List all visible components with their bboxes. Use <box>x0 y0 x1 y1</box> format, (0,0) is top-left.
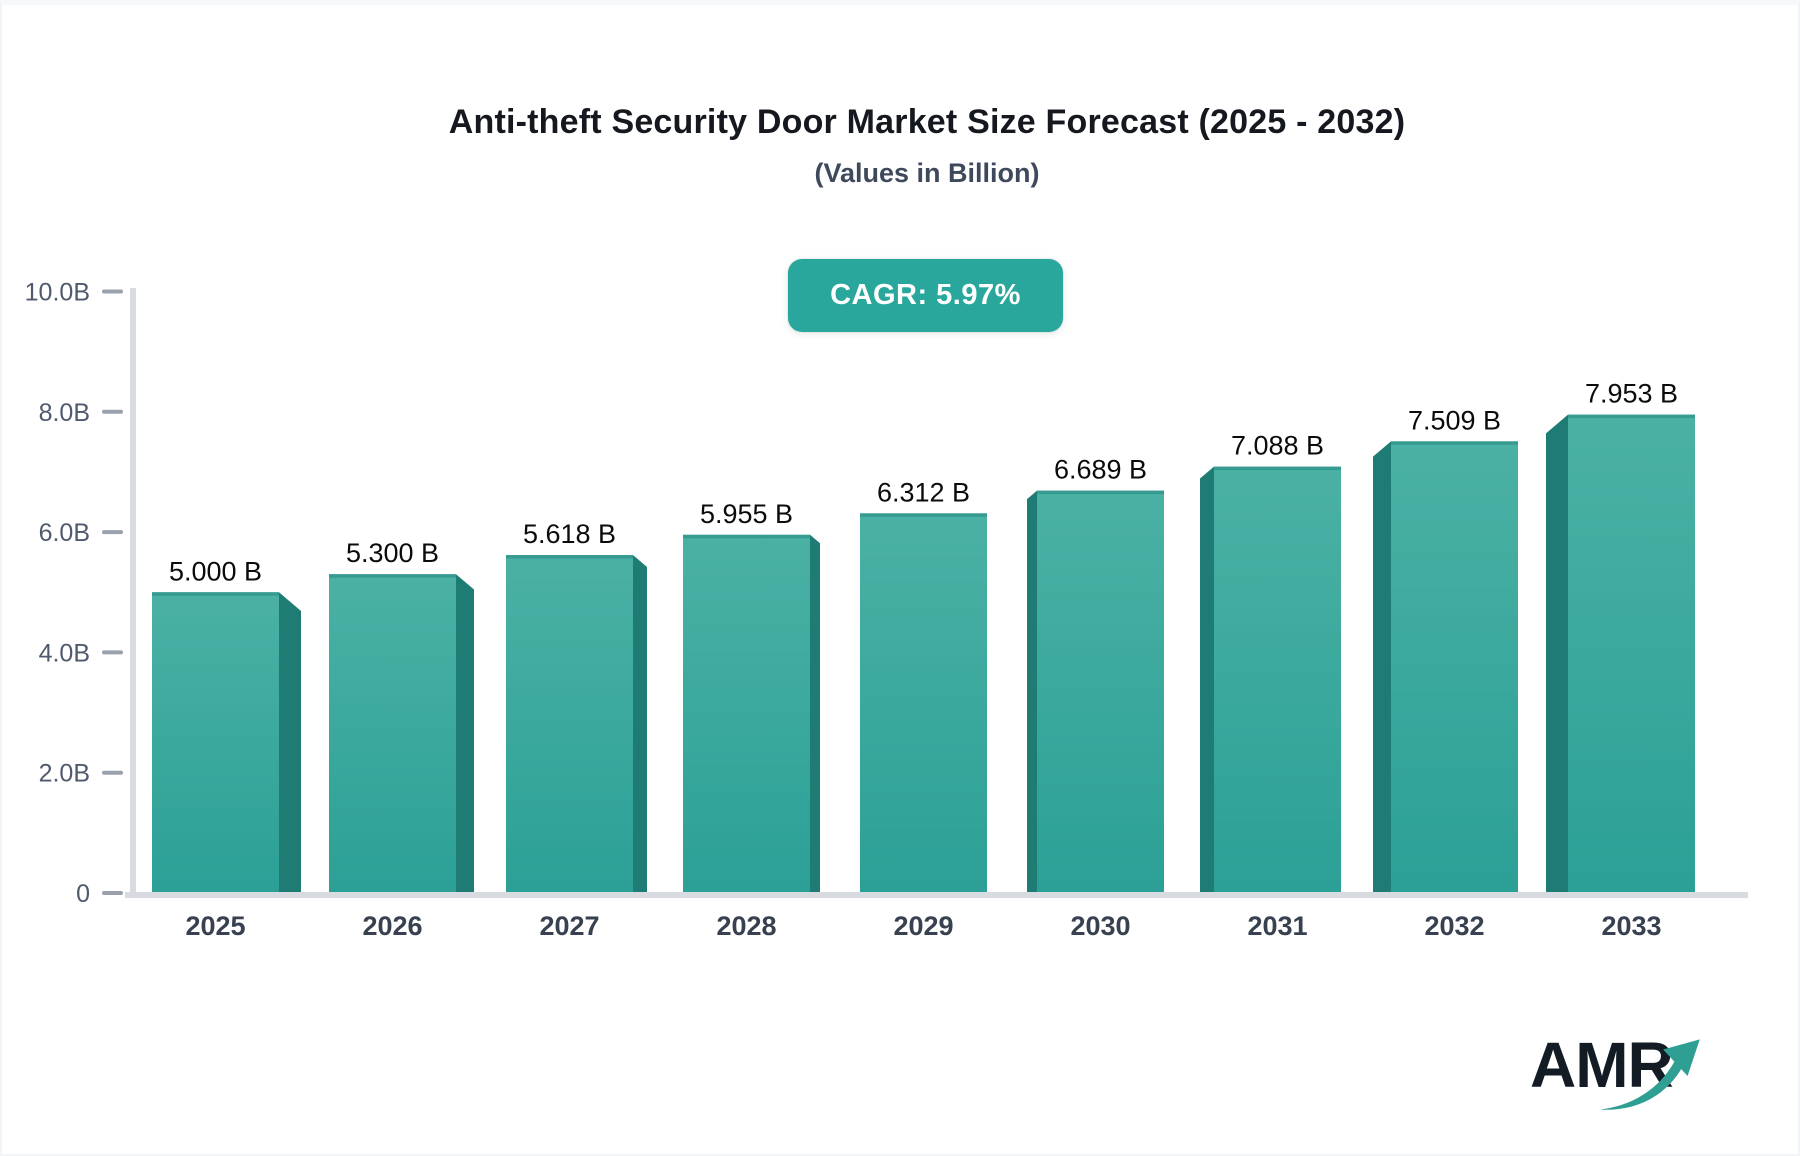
y-tick-label: 4.0B <box>39 639 90 667</box>
bar-group-2031: 7.088 B <box>1200 431 1341 896</box>
bar-group-2026: 5.300 B <box>329 538 474 896</box>
x-category-label: 2027 <box>539 911 599 941</box>
bar-side-face <box>1200 466 1214 896</box>
bar-front-face <box>1214 466 1341 896</box>
bar-value-label: 5.955 B <box>700 499 793 529</box>
bar-group-2027: 5.618 B <box>506 519 647 896</box>
bar-top-edge <box>1037 490 1164 495</box>
bar-top-edge <box>860 513 987 517</box>
bar-top-edge <box>152 592 279 596</box>
y-tick-label: 8.0B <box>39 399 90 427</box>
y-tick-mark <box>102 409 123 414</box>
page-title: Anti-theft Security Door Market Size For… <box>448 103 1406 141</box>
bar-value-label: 6.689 B <box>1054 455 1147 485</box>
x-category-label: 2029 <box>893 911 953 941</box>
bar-side-face <box>279 592 301 896</box>
bar-value-label: 7.509 B <box>1408 405 1501 435</box>
x-category-label: 2028 <box>716 911 776 941</box>
page-subtitle: (Values in Billion) <box>814 158 1040 188</box>
y-tick-label: 6.0B <box>39 519 90 547</box>
y-tick-mark <box>102 289 123 294</box>
bar-front-face <box>683 534 810 896</box>
bar-group-2030: 6.689 B <box>1027 455 1164 896</box>
x-category-label: 2031 <box>1247 911 1307 941</box>
bar-top-edge <box>1214 466 1341 471</box>
bar-front-face <box>1037 490 1164 896</box>
bar-value-label: 7.953 B <box>1585 379 1678 409</box>
bar-front-face <box>860 513 987 896</box>
bar-top-edge <box>683 534 810 539</box>
x-category-label: 2032 <box>1424 911 1484 941</box>
chart-header: Anti-theft Security Door Market Size For… <box>27 5 1798 189</box>
bar-front-face <box>506 555 633 896</box>
y-tick-mark <box>102 650 123 655</box>
bar-group-2025: 5.000 B <box>152 556 301 896</box>
cagr-badge: CAGR: 5.97% <box>788 259 1063 332</box>
x-category-label: 2030 <box>1070 911 1130 941</box>
x-category-label: 2026 <box>362 911 422 941</box>
amr-logo: AMR <box>1530 1033 1730 1123</box>
bar-group-2028: 5.955 B <box>683 499 820 896</box>
y-tick-mark <box>102 770 123 775</box>
bar-side-face <box>810 534 820 896</box>
bar-side-face <box>1546 414 1568 896</box>
bar-top-edge <box>329 574 456 578</box>
y-tick-label: 10.0B <box>25 279 90 307</box>
bar-side-face <box>633 555 647 896</box>
y-tick-mark <box>102 530 123 535</box>
bar-front-face <box>152 592 279 896</box>
x-category-label: 2025 <box>185 911 245 941</box>
bar-front-face <box>329 574 456 896</box>
bar-top-edge <box>1568 414 1695 419</box>
bar-value-label: 6.312 B <box>877 477 970 507</box>
bar-value-label: 5.618 B <box>523 519 616 549</box>
bar-side-face <box>456 574 474 896</box>
bar-group-2029: 6.312 B <box>860 477 987 896</box>
y-tick-label: 0 <box>76 880 90 908</box>
bar-side-face <box>1373 441 1391 896</box>
bar-value-label: 5.300 B <box>346 538 439 568</box>
bar-front-face <box>1391 441 1518 896</box>
y-axis-line <box>130 288 136 898</box>
x-category-label: 2033 <box>1601 911 1661 941</box>
x-axis-line <box>125 892 1748 898</box>
bar-front-face <box>1568 414 1695 896</box>
amr-logo-text: AMR <box>1530 1029 1674 1101</box>
y-tick-mark <box>102 891 123 895</box>
bar-group-2032: 7.509 B <box>1373 405 1518 896</box>
bar-top-edge <box>1391 441 1518 445</box>
growth-arrow-icon <box>1600 1039 1700 1110</box>
bar-side-face <box>1027 490 1037 896</box>
bar-value-label: 5.000 B <box>169 556 262 586</box>
bar-group-2033: 7.953 B <box>1546 379 1695 896</box>
bar-top-edge <box>506 555 633 559</box>
market-size-bar-chart: 0 2.0B 4.0B 6.0B 8.0B 10.0B 5.000 B 5.300 B 5.61… <box>25 279 1748 941</box>
bar-value-label: 7.088 B <box>1231 431 1324 461</box>
y-tick-label: 2.0B <box>39 760 90 788</box>
